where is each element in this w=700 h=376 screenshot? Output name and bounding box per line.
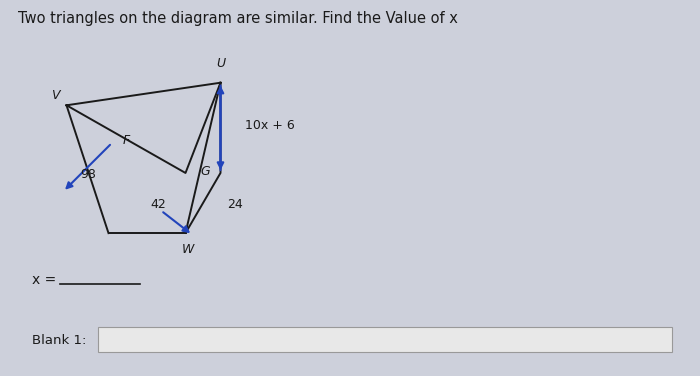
Text: U: U [216,56,225,70]
Text: V: V [51,89,60,102]
FancyBboxPatch shape [98,327,672,352]
Text: Two triangles on the diagram are similar. Find the Value of x: Two triangles on the diagram are similar… [18,11,457,26]
Text: Blank 1:: Blank 1: [32,334,86,347]
Text: F: F [122,135,130,147]
Text: 10x + 6: 10x + 6 [245,120,295,132]
Text: 42: 42 [150,199,167,211]
Text: x =: x = [32,273,56,287]
Text: W: W [181,243,194,256]
Text: 98: 98 [80,168,97,181]
Text: G: G [200,165,210,177]
Text: 24: 24 [228,199,244,211]
